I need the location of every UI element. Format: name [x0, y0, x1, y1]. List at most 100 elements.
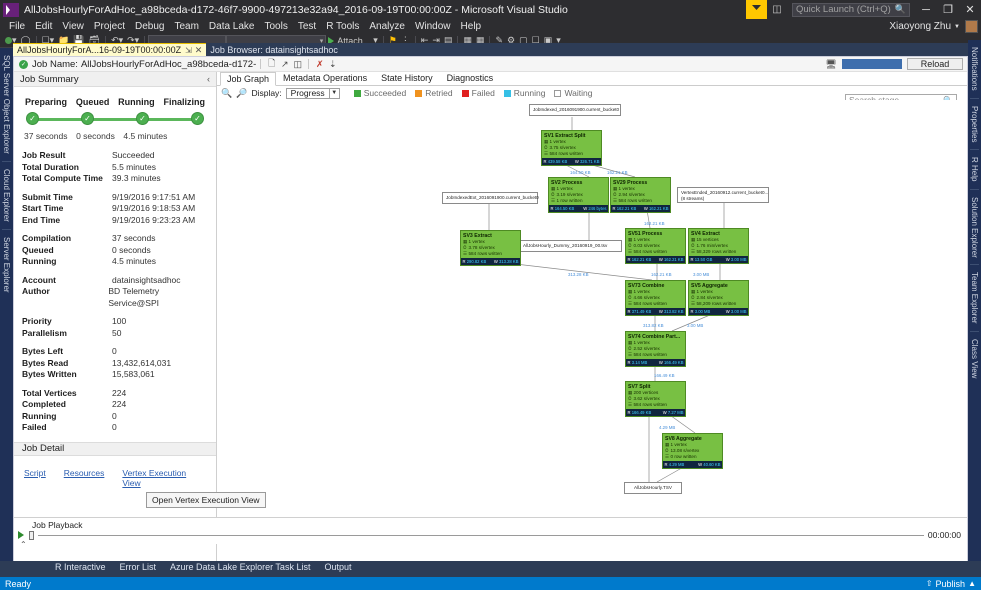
- outdent-icon[interactable]: ⇥: [432, 35, 440, 45]
- download-icon[interactable]: ⇣: [328, 58, 337, 69]
- menu-item-project[interactable]: Project: [93, 21, 125, 32]
- publish-control[interactable]: ⇧ Publish ▲: [926, 579, 976, 589]
- bottom-tab-output[interactable]: Output: [324, 562, 352, 572]
- tab-metadata-operations[interactable]: Metadata Operations: [283, 73, 368, 83]
- window-a-icon[interactable]: ▦: [463, 35, 472, 45]
- link-vertex-execution-view[interactable]: Vertex Execution View: [122, 467, 187, 488]
- save-icon[interactable]: 💾: [73, 35, 85, 45]
- tab-state-history[interactable]: State History: [381, 73, 433, 83]
- monitor-icon[interactable]: 🖥: [825, 58, 837, 69]
- quick-find-icon[interactable]: ⚑: [388, 35, 397, 45]
- vertex-node-sv3[interactable]: SV3 Extract ▦ 1 vertex ⏱ 3.78 s/vertex ☰ 58…: [460, 230, 521, 266]
- menu-item-test[interactable]: Test: [297, 21, 317, 32]
- vertex-node-sv7[interactable]: SV7 Split ▦ 200 vertices ⏱ 3.62 s/vertex ☰…: [625, 381, 686, 417]
- bottom-tab-error-list[interactable]: Error List: [119, 562, 157, 572]
- io-node[interactable]: VertexEnded_20160912.current_bucket0... …: [677, 187, 769, 203]
- comment-icon[interactable]: ▤: [443, 35, 453, 45]
- io-node[interactable]: AllJobsHourly.TSV: [624, 482, 682, 494]
- vertex-node-sv5[interactable]: SV5 Aggregate ▦ 1 vertex ⏱ 2.84 s/vertex ☰…: [688, 280, 749, 316]
- display-select[interactable]: Progress ▼: [285, 87, 340, 99]
- vertex-node-sv51[interactable]: SV51 Process ▦ 1 vertex ⏱ 0.03 s/vertex ☰ 5…: [625, 228, 686, 264]
- account-menu[interactable]: Xiaoyong Zhu ▼: [889, 20, 981, 33]
- vertex-node-sv74[interactable]: SV74 Combine Part... ▦ 1 vertex ⏱ 2.52 s/v…: [625, 331, 686, 367]
- playback-slider-track[interactable]: [38, 534, 924, 536]
- window-b-icon[interactable]: ▦: [475, 35, 485, 45]
- dock-tab-notifications[interactable]: Notifications: [970, 40, 979, 99]
- vertex-node-sv4[interactable]: SV4 Extract ▦ 15 vertices ⏱ 1.76 min/verte…: [688, 228, 749, 264]
- attach-button[interactable]: Attach... ▾: [326, 34, 380, 48]
- menu-item-edit[interactable]: Edit: [35, 21, 53, 32]
- menu-item-team[interactable]: Team: [174, 21, 199, 32]
- job-graph-canvas[interactable]: JobIndexed_2016091900.current_bucket0 Jo…: [217, 100, 965, 532]
- document-tab-job-browser[interactable]: Job Browser: datainsightsadhoc: [206, 43, 342, 56]
- menu-item-data-lake[interactable]: Data Lake: [208, 21, 255, 32]
- minimize-button[interactable]: ─: [922, 3, 930, 16]
- link-resources[interactable]: Resources: [63, 467, 105, 478]
- vertex-count: 1 vertex: [549, 138, 566, 144]
- io-node[interactable]: AllJobsHourly_Dummy_20160919_00.tsv: [519, 240, 622, 252]
- quick-launch-input[interactable]: Quick Launch (Ctrl+Q) 🔍: [792, 2, 910, 17]
- dock-tab-properties[interactable]: Properties: [970, 99, 979, 151]
- zoom-in-icon[interactable]: 🔍: [221, 87, 233, 98]
- dock-tab-server-explorer[interactable]: Server Explorer: [2, 236, 11, 293]
- menu-item-help[interactable]: Help: [460, 21, 482, 32]
- zoom-out-icon[interactable]: 🔎: [236, 87, 248, 98]
- document-tab-alljobs[interactable]: AllJobsHourlyForA...16-09-19T00:00:00Z ⇲…: [13, 43, 207, 56]
- toolbar-options-icon[interactable]: ▾: [556, 35, 561, 45]
- io-node[interactable]: JobIndexed_2016091900.current_bucket0: [529, 104, 621, 116]
- open-external-icon[interactable]: ↗: [280, 58, 289, 69]
- bottom-tab-adl-task-list[interactable]: Azure Data Lake Explorer Task List: [170, 562, 311, 572]
- undo-icon[interactable]: ↶▾: [111, 35, 124, 45]
- copy-icon[interactable]: 🗋: [268, 58, 276, 68]
- close-button[interactable]: ✕: [965, 4, 975, 16]
- toolbox-icon[interactable]: ✎: [495, 35, 504, 45]
- properties-icon[interactable]: ⚙: [507, 35, 516, 45]
- dock-tab-r-help[interactable]: R Help: [970, 150, 979, 190]
- cancel-job-icon[interactable]: ✗: [315, 58, 324, 69]
- menu-item-tools[interactable]: Tools: [264, 21, 288, 32]
- toolbar-overflow-icon[interactable]: ⋮: [400, 35, 410, 45]
- dock-tab-team-explorer[interactable]: Team Explorer: [970, 265, 979, 332]
- playback-slider-thumb[interactable]: [29, 530, 34, 540]
- link-script[interactable]: Script: [24, 467, 46, 478]
- dock-tab-solution-explorer[interactable]: Solution Explorer: [970, 190, 979, 266]
- indent-icon[interactable]: ⇤: [420, 35, 429, 45]
- io-node[interactable]: JobIndexedExt_2016091900.current_bucket0: [442, 192, 539, 204]
- dock-tab-sql-server-object-explorer[interactable]: SQL Server Object Explorer: [2, 48, 11, 162]
- maximize-button[interactable]: ❐: [943, 4, 953, 16]
- tab-diagnostics[interactable]: Diagnostics: [446, 73, 494, 83]
- playback-collapse-icon[interactable]: ⌃: [20, 540, 27, 549]
- open-file-icon[interactable]: 📁: [58, 35, 70, 45]
- redo-icon[interactable]: ↷▾: [127, 35, 140, 45]
- window-layout-icon[interactable]: ◫: [772, 4, 782, 15]
- dock-tab-class-view[interactable]: Class View: [970, 339, 979, 379]
- stack-icon[interactable]: ▣: [543, 35, 553, 45]
- vertex-node-sv2[interactable]: SV2 Process ▦ 1 vertex ⏱ 3.19 s/vertex ☰ 1 …: [548, 177, 609, 213]
- vertex-node-sv8[interactable]: SV8 Aggregate ▦ 1 vertex ⏱ 13.08 s/vertex …: [662, 433, 723, 469]
- play-icon[interactable]: [18, 531, 24, 539]
- tasklist-icon[interactable]: ☐: [531, 35, 540, 45]
- vertex-node-sv73[interactable]: SV73 Combine ▦ 1 vertex ⏱ 4.66 s/vertex ☰ 5…: [625, 280, 686, 316]
- dock-tab-cloud-explorer[interactable]: Cloud Explorer: [2, 162, 11, 230]
- menu-item-window[interactable]: Window: [414, 21, 451, 32]
- menu-item-file[interactable]: File: [9, 21, 26, 32]
- reload-button[interactable]: Reload: [907, 58, 963, 70]
- menu-item-analyze[interactable]: Analyze: [369, 21, 405, 32]
- menu-item-view[interactable]: View: [62, 21, 84, 32]
- bottom-tab-r-interactive[interactable]: R Interactive: [55, 562, 106, 572]
- close-icon[interactable]: ✕: [194, 44, 203, 55]
- navigate-forward-icon[interactable]: ◯: [20, 35, 31, 45]
- bookmark-icon[interactable]: ▢: [519, 35, 528, 45]
- new-project-icon[interactable]: ☐▾: [41, 35, 55, 45]
- pin-icon[interactable]: ⇲: [185, 45, 192, 55]
- save-all-icon[interactable]: 🗃: [88, 35, 101, 45]
- vertex-node-sv29[interactable]: SV29 Process ▦ 1 vertex ⏱ 2.94 s/vertex ☰ 5…: [610, 177, 671, 213]
- navigate-backward-icon[interactable]: ▾: [3, 34, 19, 48]
- send-feedback-icon[interactable]: [746, 0, 767, 19]
- vertex-node-sv1[interactable]: SV1 Extract Split ▦ 1 vertex ⏱ 3.75 s/vert…: [541, 130, 602, 166]
- collapse-icon[interactable]: ‹: [207, 74, 210, 84]
- diff-icon[interactable]: ◫: [293, 58, 303, 69]
- tab-job-graph[interactable]: Job Graph: [220, 72, 277, 86]
- menu-item-r-tools[interactable]: R Tools: [326, 21, 360, 32]
- menu-item-debug[interactable]: Debug: [134, 21, 165, 32]
